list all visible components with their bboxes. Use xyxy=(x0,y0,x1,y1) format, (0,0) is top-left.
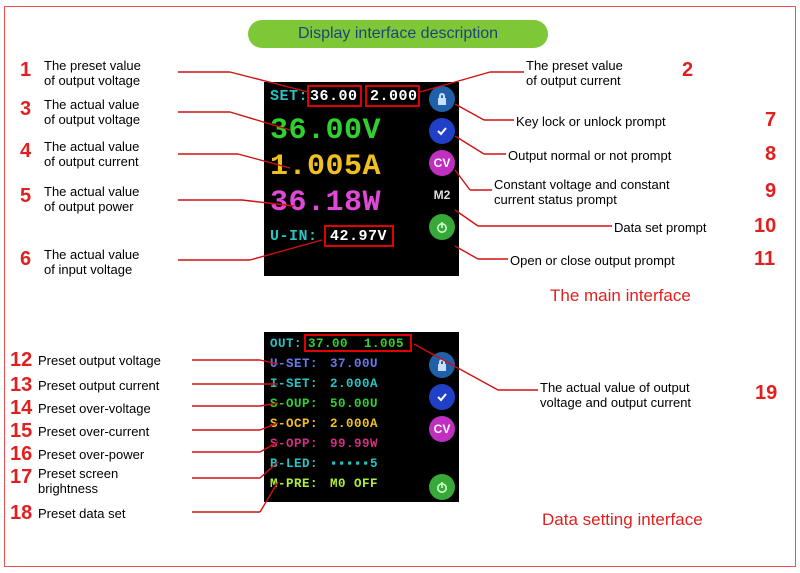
cv-icon: CV xyxy=(429,150,455,176)
lcd-v: 36.00V xyxy=(270,114,381,148)
lcd-row-key: U-SET: xyxy=(270,357,318,371)
callout-label: The actual value of input voltage xyxy=(44,247,139,277)
callout-num: 15 xyxy=(10,420,32,443)
lcd-set-label: SET: xyxy=(270,88,308,105)
callout-num: 1 xyxy=(20,59,31,82)
redbox-set-v xyxy=(307,85,362,107)
callout-num: 2 xyxy=(682,59,693,82)
lcd-setting: OUT: 37.00 1.005 U-SET:37.00UI-SET:2.000… xyxy=(264,332,459,502)
cv-icon: CV xyxy=(429,416,455,442)
lock-icon xyxy=(429,352,455,378)
callout-label: The preset value of output current xyxy=(526,58,623,88)
callout-num: 3 xyxy=(20,98,31,121)
lcd-row-val: ▪▪▪▪▪5 xyxy=(330,457,378,471)
callout-num: 11 xyxy=(754,248,775,271)
page-title: Display interface description xyxy=(248,20,548,48)
callout-num: 8 xyxy=(765,143,776,166)
callout-label: Output normal or not prompt xyxy=(508,148,671,163)
lock-icon xyxy=(429,86,455,112)
power-icon xyxy=(429,214,455,240)
lcd-uin-label: U-IN: xyxy=(270,228,318,245)
callout-label: The preset value of output voltage xyxy=(44,58,141,88)
lcd-row-val: 2.000A xyxy=(330,417,378,431)
main-interface-title: The main interface xyxy=(550,286,691,306)
callout-num: 16 xyxy=(10,443,32,466)
callout-label: The actual value of output current xyxy=(44,139,139,169)
lcd-row-key: B-LED: xyxy=(270,457,318,471)
m2-icon: M2 xyxy=(429,182,455,208)
data-setting-title: Data setting interface xyxy=(542,510,703,530)
lcd-row-key: S-OPP: xyxy=(270,437,318,451)
callout-label: Preset over-current xyxy=(38,424,149,439)
redbox-out xyxy=(304,334,412,352)
redbox-set-a xyxy=(365,85,420,107)
callout-num: 7 xyxy=(765,109,776,132)
check-icon xyxy=(429,118,455,144)
callout-label: Preset data set xyxy=(38,506,125,521)
callout-num: 13 xyxy=(10,374,32,397)
callout-num: 17 xyxy=(10,466,32,489)
callout-num: 14 xyxy=(10,397,32,420)
lcd-row-key: S-OUP: xyxy=(270,397,318,411)
callout-num: 5 xyxy=(20,185,31,208)
lcd-a: 1.005A xyxy=(270,150,381,184)
callout-label: Preset over-power xyxy=(38,447,144,462)
callout-label: Constant voltage and constant current st… xyxy=(494,177,670,207)
callout-num: 10 xyxy=(754,215,776,238)
lcd-row-key: M-PRE: xyxy=(270,477,318,491)
callout-label: Key lock or unlock prompt xyxy=(516,114,666,129)
callout-num: 18 xyxy=(10,502,32,525)
callout-label: The actual value of output voltage xyxy=(44,97,140,127)
callout-label: Preset output current xyxy=(38,378,159,393)
lcd-w: 36.18W xyxy=(270,186,381,220)
lcd-row-key: I-SET: xyxy=(270,377,318,391)
callout-num: 19 xyxy=(755,382,777,405)
callout-num: 9 xyxy=(765,180,776,203)
lcd-row-val: 37.00U xyxy=(330,357,378,371)
callout-label: Open or close output prompt xyxy=(510,253,675,268)
lcd-row-key: S-OCP: xyxy=(270,417,318,431)
callout-label: Data set prompt xyxy=(614,220,707,235)
lcd-row-val: 99.99W xyxy=(330,437,378,451)
lcd-row-val: 50.00U xyxy=(330,397,378,411)
lcd-row-val: 2.000A xyxy=(330,377,378,391)
callout-label: Preset output voltage xyxy=(38,353,161,368)
callout-label: Preset screen brightness xyxy=(38,466,118,496)
lcd-main: SET: 36.00 2.000 36.00V 1.005A 36.18W U-… xyxy=(264,82,459,276)
lcd-row-val: M0 OFF xyxy=(330,477,378,491)
callout-num: 6 xyxy=(20,248,31,271)
redbox-uin xyxy=(324,225,394,247)
callout-label: The actual value of output power xyxy=(44,184,139,214)
callout-label: The actual value of output voltage and o… xyxy=(540,380,691,410)
power-icon xyxy=(429,474,455,500)
callout-num: 12 xyxy=(10,349,32,372)
callout-num: 4 xyxy=(20,140,31,163)
check-icon xyxy=(429,384,455,410)
lcd-out-label: OUT: xyxy=(270,337,302,351)
callout-label: Preset over-voltage xyxy=(38,401,151,416)
